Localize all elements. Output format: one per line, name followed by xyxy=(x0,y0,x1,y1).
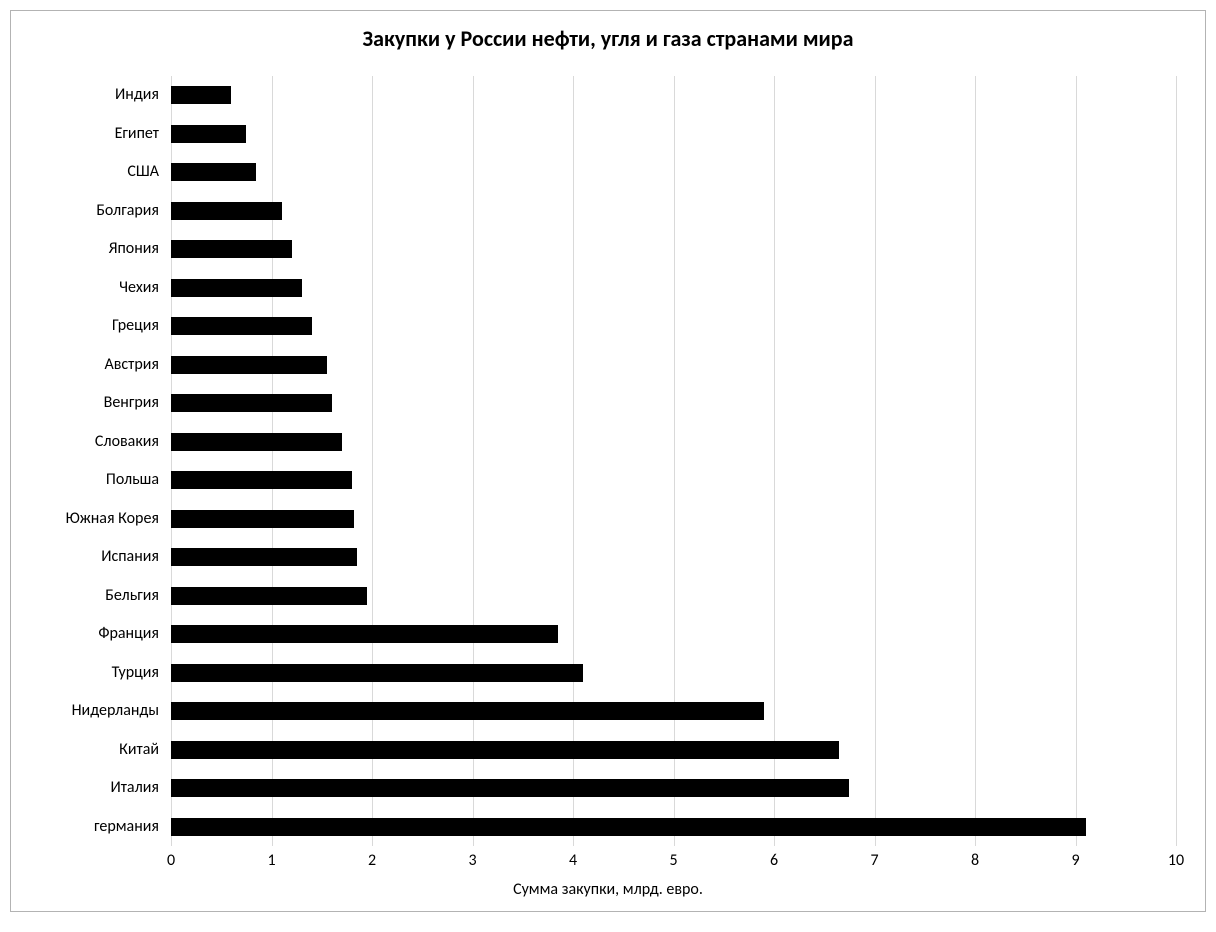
x-tick-label: 6 xyxy=(770,851,778,870)
bar xyxy=(171,317,312,335)
bar-row xyxy=(171,76,231,115)
y-axis-category-label: Словакия xyxy=(11,423,159,462)
bar xyxy=(171,240,292,258)
bar-row xyxy=(171,307,312,346)
bar xyxy=(171,86,231,104)
y-axis-category-label: Австрия xyxy=(11,346,159,385)
bar-row xyxy=(171,346,327,385)
bar xyxy=(171,702,764,720)
y-axis-category-label: Нидерланды xyxy=(11,692,159,731)
bar-row xyxy=(171,808,1086,847)
y-axis-category-label: Италия xyxy=(11,769,159,808)
bars-container xyxy=(171,76,1176,846)
bar xyxy=(171,471,352,489)
bar xyxy=(171,433,342,451)
bar xyxy=(171,125,246,143)
bar-row xyxy=(171,692,764,731)
chart-title: Закупки у России нефти, угля и газа стра… xyxy=(11,25,1205,52)
bar xyxy=(171,779,849,797)
y-axis-category-label: Болгария xyxy=(11,192,159,231)
y-axis-category-label: Япония xyxy=(11,230,159,269)
bar-row xyxy=(171,153,256,192)
y-axis-category-label: германия xyxy=(11,808,159,847)
bar-row xyxy=(171,654,583,693)
bar xyxy=(171,625,558,643)
x-tick-label: 0 xyxy=(167,851,175,870)
bar-row xyxy=(171,269,302,308)
chart-frame: Закупки у России нефти, угля и газа стра… xyxy=(10,10,1206,912)
bar xyxy=(171,279,302,297)
bar-row xyxy=(171,423,342,462)
bar xyxy=(171,163,256,181)
bar-row xyxy=(171,769,849,808)
bar xyxy=(171,548,357,566)
x-tick-label: 5 xyxy=(669,851,677,870)
x-tick-label: 10 xyxy=(1168,851,1184,870)
bar-row xyxy=(171,115,246,154)
x-tick-label: 7 xyxy=(870,851,878,870)
y-axis-category-label: Египет xyxy=(11,115,159,154)
bar-row xyxy=(171,230,292,269)
y-axis-category-label: Турция xyxy=(11,654,159,693)
y-axis-category-label: США xyxy=(11,153,159,192)
y-axis-category-label: Франция xyxy=(11,615,159,654)
bar xyxy=(171,356,327,374)
y-axis-category-label: Чехия xyxy=(11,269,159,308)
bar xyxy=(171,394,332,412)
y-axis-category-label: Бельгия xyxy=(11,577,159,616)
y-axis-category-label: Индия xyxy=(11,76,159,115)
y-axis-category-label: Венгрия xyxy=(11,384,159,423)
y-axis-category-label: Польша xyxy=(11,461,159,500)
bar xyxy=(171,202,282,220)
bar xyxy=(171,741,839,759)
grid-line xyxy=(1176,76,1177,846)
bar-row xyxy=(171,500,354,539)
bar-row xyxy=(171,461,352,500)
bar xyxy=(171,818,1086,836)
bar xyxy=(171,587,367,605)
x-tick-label: 3 xyxy=(468,851,476,870)
y-axis-category-label: Китай xyxy=(11,731,159,770)
x-tick-label: 2 xyxy=(368,851,376,870)
y-axis-category-label: Греция xyxy=(11,307,159,346)
x-tick-label: 9 xyxy=(1071,851,1079,870)
bar xyxy=(171,664,583,682)
x-tick-label: 1 xyxy=(267,851,275,870)
x-tick-label: 8 xyxy=(971,851,979,870)
bar xyxy=(171,510,354,528)
bar-row xyxy=(171,615,558,654)
y-axis-category-label: Испания xyxy=(11,538,159,577)
x-axis-label: Сумма закупки, млрд. евро. xyxy=(11,880,1205,899)
bar-row xyxy=(171,384,332,423)
y-axis-category-label: Южная Корея xyxy=(11,500,159,539)
x-tick-label: 4 xyxy=(569,851,577,870)
plot-area xyxy=(171,76,1176,846)
bar-row xyxy=(171,538,357,577)
bar-row xyxy=(171,731,839,770)
bar-row xyxy=(171,577,367,616)
bar-row xyxy=(171,192,282,231)
